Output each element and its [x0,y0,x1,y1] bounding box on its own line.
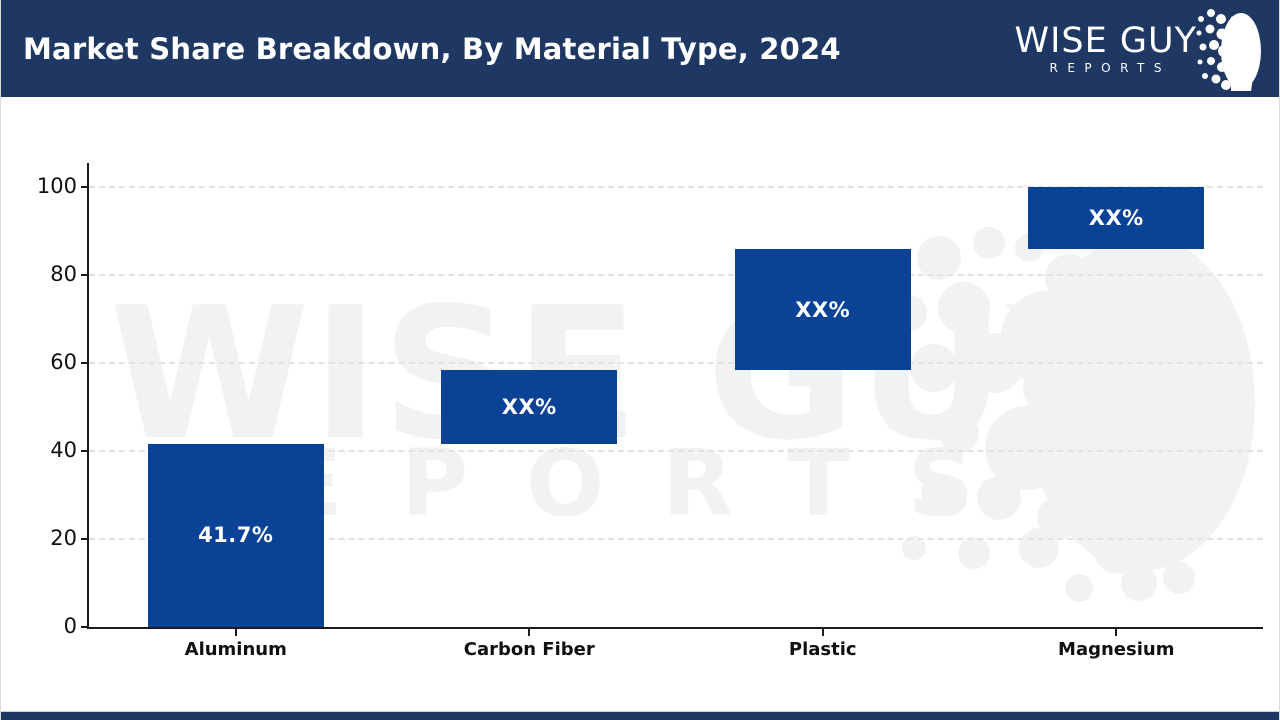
bar-magnesium: XX% [1028,187,1205,249]
bar-value-label: XX% [795,297,851,322]
header-bar: Market Share Breakdown, By Material Type… [1,0,1279,97]
x-axis-category-label: Magnesium [1058,639,1175,660]
y-axis-tick-mark [81,450,89,452]
x-axis-category-label: Aluminum [184,639,287,660]
bar-plastic: XX% [734,248,911,371]
watermark-face-icon [885,227,1255,602]
logo-text: WISE GUY REPORTS [1014,20,1197,75]
x-axis-tick-mark [1115,628,1118,636]
footer-bar [1,712,1279,720]
y-axis-tick-mark [81,186,89,188]
y-axis-tick-label: 0 [63,614,77,638]
y-axis-tick-label: 60 [50,350,77,374]
gridline-100 [89,186,1263,188]
logo-face-icon [1196,8,1261,91]
bar-aluminum: 41.7% [147,443,324,627]
x-axis-line [87,627,1263,629]
y-axis-tick-label: 40 [50,438,77,462]
logo-subtitle: REPORTS [1049,60,1171,75]
x-axis-category-label: Plastic [788,639,857,660]
bar-carbon-fiber: XX% [441,370,618,444]
gridline-40 [89,450,1263,452]
y-axis-tick-mark [81,362,89,364]
bar-value-label: 41.7% [198,523,274,548]
bar-value-label: XX% [501,394,557,419]
chart-title: Market Share Breakdown, By Material Type… [23,31,841,66]
wise-guy-logo: WISE GUY REPORTS [1014,7,1263,91]
x-axis-tick-mark [234,628,237,636]
gridline-80 [89,274,1263,276]
y-axis-line [87,163,89,629]
y-axis-tick-label: 20 [50,526,77,550]
gridline-60 [89,362,1263,364]
bar-value-label: XX% [1088,205,1144,230]
x-axis-tick-mark [528,628,531,636]
y-axis-tick-mark [81,538,89,540]
x-axis-tick-mark [821,628,824,636]
y-axis-tick-label: 100 [36,174,77,198]
y-axis-tick-mark [81,274,89,276]
logo-wordmark: WISE GUY [1014,20,1197,61]
x-axis-category-label: Carbon Fiber [463,639,595,660]
y-axis-tick-mark [81,626,89,628]
y-axis-tick-label: 80 [50,262,77,286]
bottom-hairline [1,711,1279,712]
gridline-20 [89,538,1263,540]
